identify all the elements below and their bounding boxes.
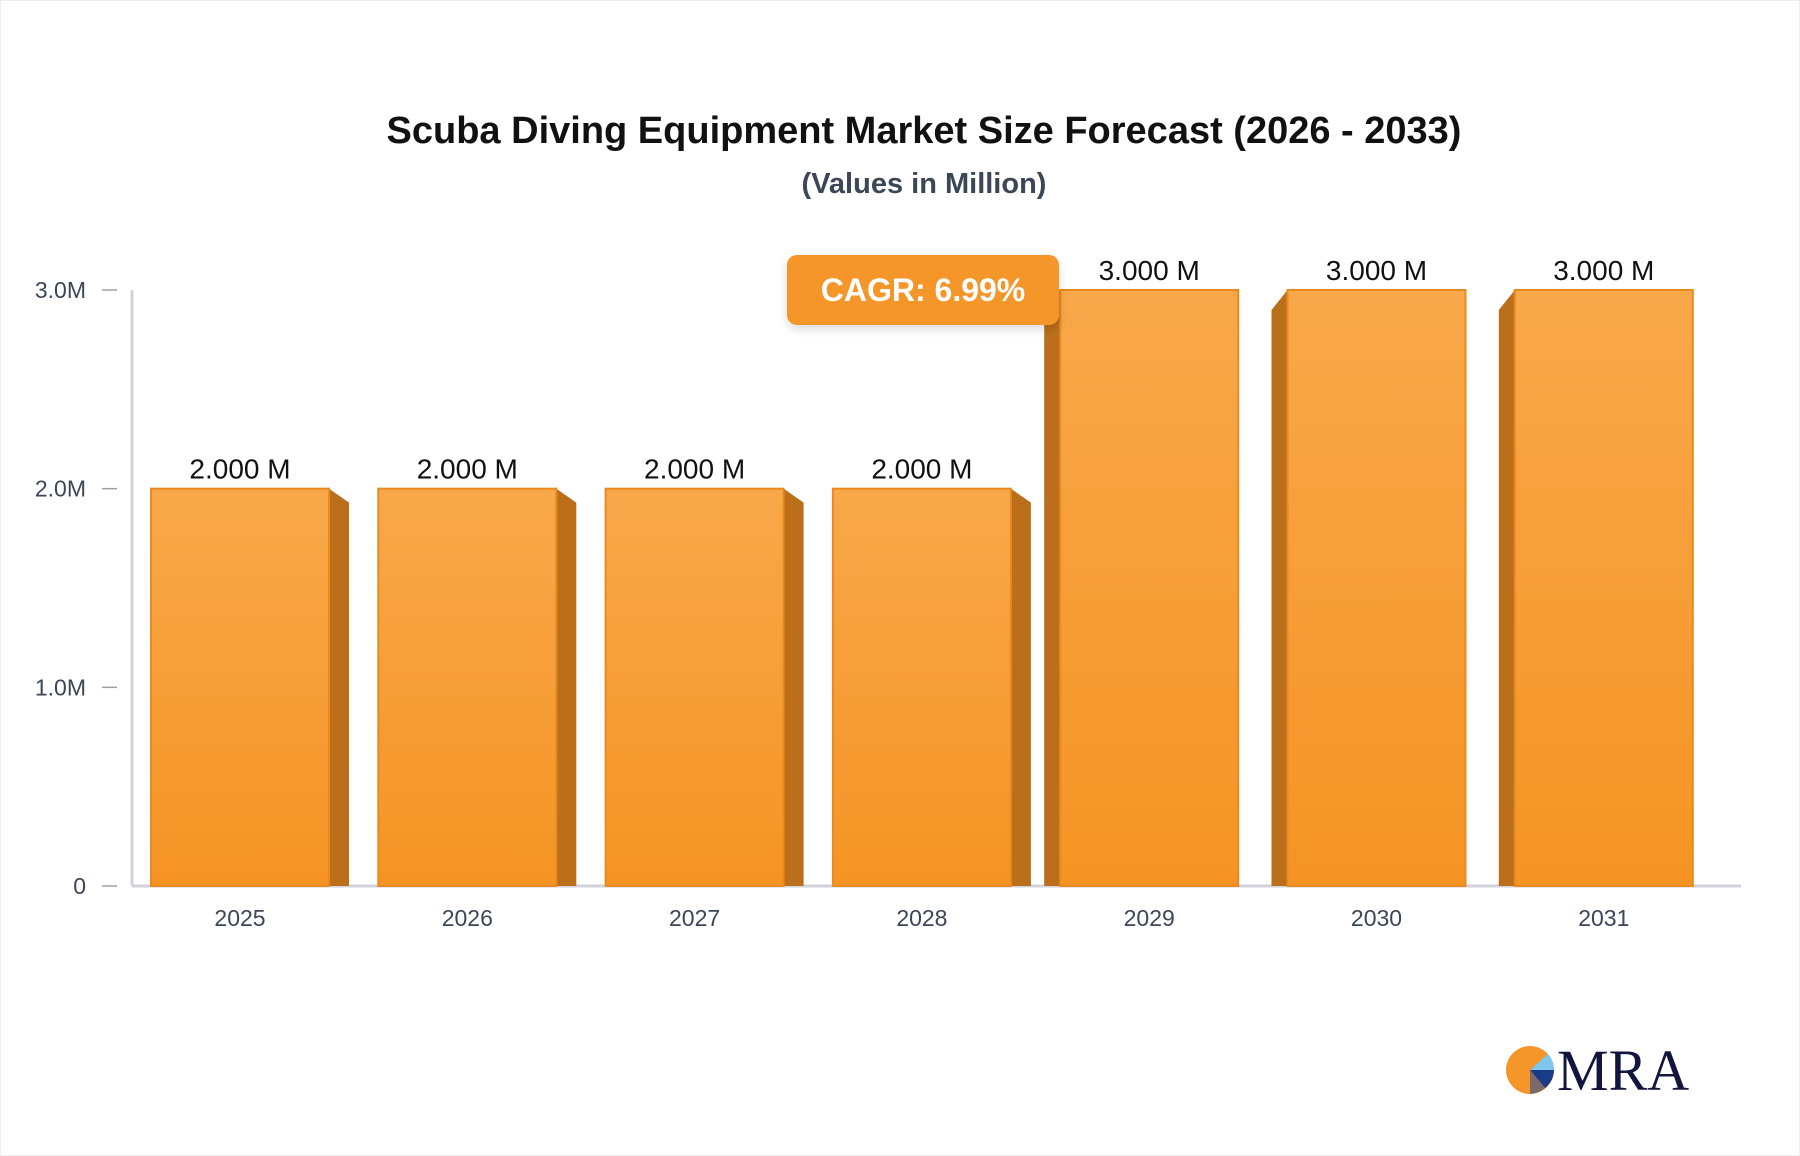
x-tick-label: 2029 bbox=[1124, 905, 1175, 931]
y-tick-label: 1.0M bbox=[35, 674, 86, 700]
svg-text:MRA: MRA bbox=[1557, 1040, 1689, 1100]
cagr-badge: CAGR: 6.99% bbox=[787, 255, 1059, 325]
chart-subtitle: (Values in Million) bbox=[801, 168, 1047, 200]
x-tick-label: 2031 bbox=[1578, 905, 1629, 931]
data-label: 2.000 M bbox=[644, 454, 745, 485]
data-label: 3.000 M bbox=[1326, 255, 1427, 286]
bar-side bbox=[329, 488, 349, 886]
mra-logo-icon: MRA bbox=[1506, 1038, 1689, 1103]
bar-2026 bbox=[377, 487, 558, 887]
y-tick-label: 3.0M bbox=[35, 277, 86, 303]
y-tick-label: 2.0M bbox=[35, 476, 86, 502]
bar-side bbox=[556, 488, 577, 886]
y-tick-label: 0 bbox=[73, 873, 86, 899]
bar-2027 bbox=[604, 487, 785, 887]
bar-2029 bbox=[1059, 289, 1240, 887]
x-tick-label: 2025 bbox=[214, 905, 265, 931]
bar-2030 bbox=[1286, 289, 1467, 887]
x-tick-label: 2028 bbox=[896, 905, 947, 931]
bar-side bbox=[1271, 290, 1288, 886]
bar-side bbox=[1010, 488, 1031, 886]
bar-2031 bbox=[1513, 289, 1694, 887]
bar-side bbox=[783, 488, 804, 886]
x-tick-label: 2030 bbox=[1351, 905, 1402, 931]
data-label: 3.000 M bbox=[1553, 255, 1654, 286]
x-tick-label: 2026 bbox=[442, 905, 493, 931]
data-label: 2.000 M bbox=[417, 454, 518, 485]
bar-side bbox=[1498, 290, 1515, 886]
mra-logo: MRA bbox=[1505, 1038, 1695, 1105]
x-tick-label: 2027 bbox=[669, 905, 720, 931]
bar-side bbox=[1044, 290, 1061, 886]
bar-2025 bbox=[150, 487, 330, 887]
chart-title: Scuba Diving Equipment Market Size Forec… bbox=[386, 110, 1462, 152]
data-label: 2.000 M bbox=[871, 454, 972, 485]
data-label: 3.000 M bbox=[1099, 255, 1200, 286]
data-label: 2.000 M bbox=[189, 454, 290, 485]
bar-2028 bbox=[831, 487, 1012, 887]
